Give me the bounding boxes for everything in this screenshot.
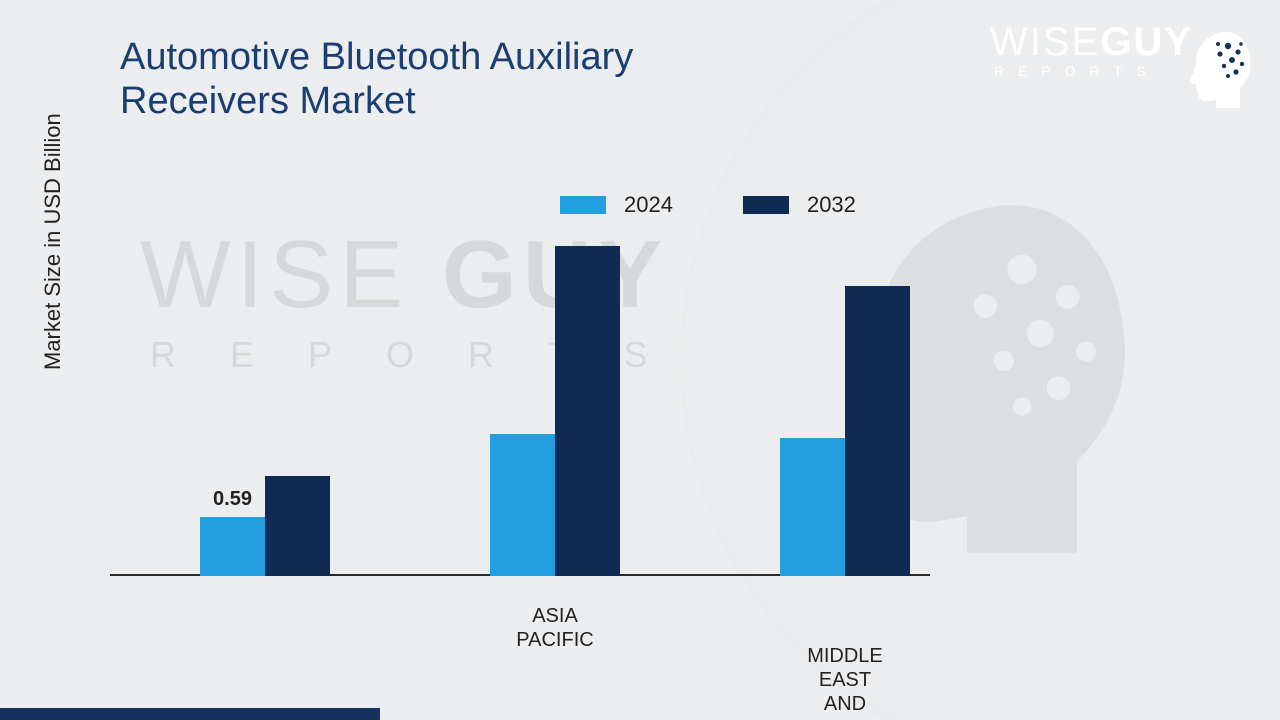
brand-name-light: WISE xyxy=(990,20,1100,64)
bar xyxy=(555,246,620,576)
brand-name-bold: GUY xyxy=(1100,20,1193,64)
x-axis-category-label: ASIA PACIFIC xyxy=(465,604,645,652)
bar-value-label: 0.59 xyxy=(213,488,252,511)
chart-plot-area: SOUTH AMERICAASIA PACIFICMIDDLE EAST AND… xyxy=(110,228,930,576)
bottom-accent-bar xyxy=(0,708,380,720)
legend-item: 2032 xyxy=(743,192,856,218)
chart-legend: 2024 2032 xyxy=(560,192,856,218)
bar xyxy=(200,517,265,576)
brand-logo: WISEGUY REPORTS xyxy=(990,20,1250,79)
y-axis-label: Market Size in USD Billion xyxy=(40,113,66,370)
chart-title: Automotive Bluetooth Auxiliary Receivers… xyxy=(120,36,800,123)
bar xyxy=(780,438,845,576)
legend-label: 2032 xyxy=(807,192,856,218)
bar xyxy=(490,434,555,576)
bar-group: MIDDLE EAST AND AFRICA xyxy=(780,286,910,576)
brain-head-icon xyxy=(1186,28,1256,108)
x-axis-category-label: MIDDLE EAST AND AFRICA xyxy=(755,644,935,720)
bar-group: ASIA PACIFIC xyxy=(490,246,620,576)
legend-label: 2024 xyxy=(624,192,673,218)
legend-item: 2024 xyxy=(560,192,673,218)
bar xyxy=(265,476,330,576)
legend-swatch-icon xyxy=(743,196,789,214)
bar xyxy=(845,286,910,576)
infographic-canvas: WISEGUY REPORTS Automotive Bluetooth Aux… xyxy=(0,0,1280,720)
legend-swatch-icon xyxy=(560,196,606,214)
